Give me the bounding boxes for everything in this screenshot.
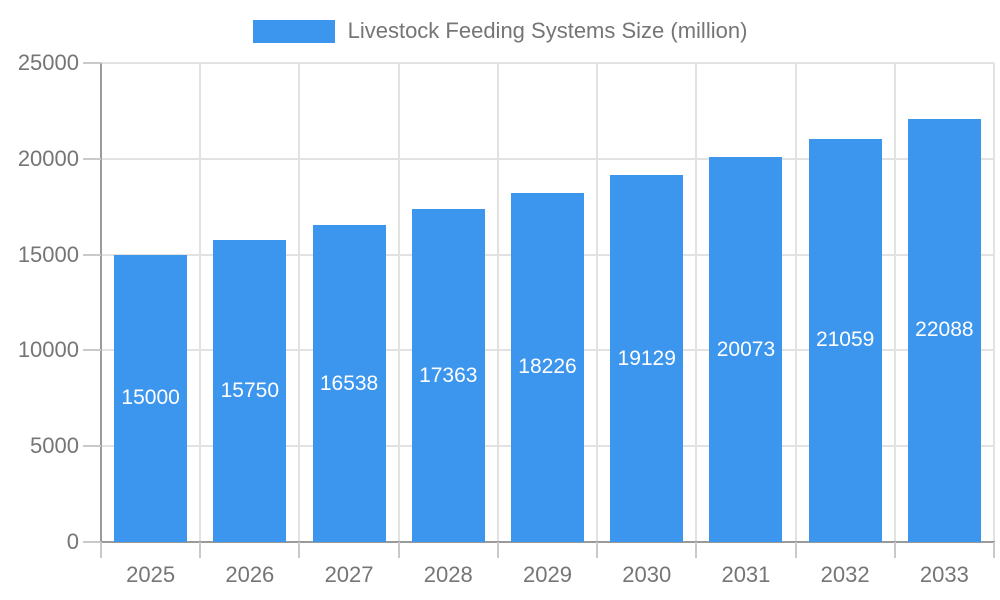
y-axis-label-5000: 5000 [30,433,79,459]
bar-value-label-2032: 21059 [815,328,875,352]
v-gridline-7 [794,63,797,542]
bar-2027[interactable]: 16538 [312,225,386,542]
x-tick-2 [298,542,301,558]
bar-value-label-2025: 15000 [121,386,180,410]
bar-2033[interactable]: 22088 [907,118,981,542]
x-tick-9 [993,542,995,558]
bar-2025[interactable]: 15000 [114,254,188,542]
x-axis-label-2025: 2025 [126,562,176,587]
x-axis-label-2030: 2030 [622,562,672,587]
bar-value-label-2031: 20073 [716,337,776,361]
y-axis-label-0: 0 [66,529,79,554]
x-tick-1 [199,542,202,558]
y-axis-label-25000: 25000 [17,50,79,75]
x-axis-line [100,541,995,543]
y-tick-0 [83,541,101,543]
v-gridline-8 [893,63,896,542]
bar-value-label-2033: 22088 [915,318,974,342]
bar-2028[interactable]: 17363 [411,209,485,542]
bar-value-label-2027: 16538 [319,371,379,395]
v-gridline-4 [496,63,499,542]
y-axis-label-10000: 10000 [17,337,79,363]
bar-2031[interactable]: 20073 [709,157,783,542]
v-gridline-9 [993,63,995,542]
y-tick-15000 [83,253,101,256]
x-axis-label-2028: 2028 [423,562,473,587]
bar-2029[interactable]: 18226 [511,192,584,542]
v-gridline-5 [596,63,599,542]
h-gridline-20000 [101,157,994,160]
y-axis-label-20000: 20000 [17,145,79,171]
bar-2030[interactable]: 19129 [610,175,684,542]
bar-value-label-2029: 18226 [518,355,577,379]
x-tick-0 [100,542,102,558]
y-axis-line [100,63,102,542]
x-tick-6 [695,542,698,558]
y-tick-5000 [83,445,101,448]
x-axis-label-2026: 2026 [225,562,275,587]
bar-value-label-2026: 15750 [220,379,280,403]
y-tick-25000 [83,62,101,64]
plot-area: 15000 15750 16538 17363 18226 19129 20073 21059… [100,62,995,543]
x-tick-8 [893,542,896,558]
h-gridline-25000 [101,62,994,64]
chart-legend[interactable]: Livestock Feeding Systems Size (million) [0,18,1000,44]
bar-value-label-2028: 17363 [419,363,478,387]
y-tick-20000 [83,157,101,160]
v-gridline-6 [695,63,698,542]
x-tick-3 [397,542,400,558]
bar-value-label-2030: 19129 [617,346,676,370]
legend-series-label: Livestock Feeding Systems Size (million) [347,18,748,43]
v-gridline-1 [199,63,202,542]
bar-2032[interactable]: 21059 [808,138,882,542]
v-gridline-3 [397,63,400,542]
v-gridline-2 [298,63,301,542]
x-axis-label-2031: 2031 [721,562,771,587]
x-tick-5 [596,542,599,558]
legend-swatch-icon [252,19,335,43]
bar-2026[interactable]: 15750 [213,240,287,542]
y-tick-10000 [83,349,101,352]
x-tick-4 [496,542,499,558]
x-axis-label-2027: 2027 [324,562,374,587]
x-tick-7 [794,542,797,558]
x-axis-label-2029: 2029 [523,562,572,587]
y-axis-label-15000: 15000 [17,241,79,267]
x-axis-label-2033: 2033 [919,562,969,587]
x-axis-label-2032: 2032 [820,562,870,587]
